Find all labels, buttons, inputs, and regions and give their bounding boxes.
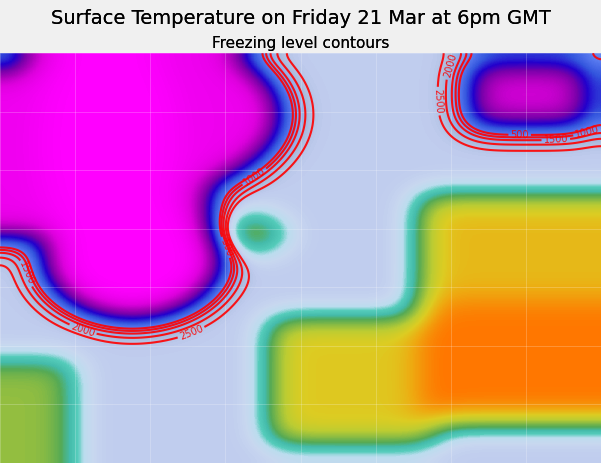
Text: Freezing level contours: Freezing level contours (212, 36, 389, 51)
Text: 2000: 2000 (70, 321, 96, 338)
Text: 2000: 2000 (442, 53, 458, 79)
Text: Surface Temperature on Friday 21 Mar at 6pm GMT: Surface Temperature on Friday 21 Mar at … (50, 9, 551, 28)
Text: Freezing level contours: Freezing level contours (212, 36, 389, 51)
Text: 1000: 1000 (574, 124, 600, 140)
Text: 500: 500 (218, 237, 234, 258)
Text: 500: 500 (510, 130, 529, 140)
Text: Surface Temperature on Friday 21 Mar at 6pm GMT: Surface Temperature on Friday 21 Mar at … (50, 9, 551, 28)
Text: 1000: 1000 (242, 166, 267, 188)
Text: 1500: 1500 (543, 134, 569, 145)
Text: 2500: 2500 (432, 88, 444, 114)
Text: 1500: 1500 (17, 260, 35, 287)
Text: 2500: 2500 (178, 324, 205, 342)
